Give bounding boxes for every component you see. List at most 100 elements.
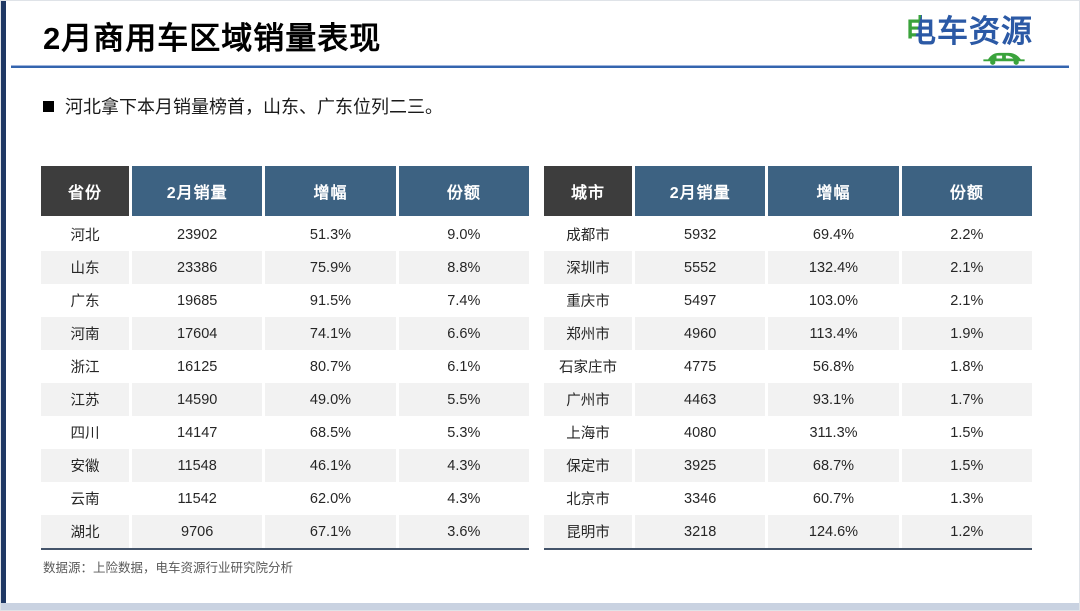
table-cell: 60.7% — [768, 482, 899, 515]
province-sales-table: 省份 2月销量 增幅 份额 河北 23902 51.3% 9.0% 山东 23386 75.9% 8.… — [41, 166, 529, 550]
table-cell: 江苏 — [41, 383, 129, 416]
table-cell: 1.7% — [901, 383, 1032, 416]
left-accent-bar — [1, 1, 6, 610]
table-cell: 132.4% — [768, 251, 899, 284]
table-row: 广州市 4463 93.1% 1.7% — [544, 383, 1032, 416]
page-title: 2月商用车区域销量表现 — [43, 21, 382, 56]
table-cell: 93.1% — [768, 383, 899, 416]
table-cell: 11542 — [132, 482, 263, 515]
table-cell: 9706 — [132, 515, 263, 548]
table-row: 昆明市 3218 124.6% 1.2% — [544, 515, 1032, 548]
tables-container: 省份 2月销量 增幅 份额 河北 23902 51.3% 9.0% 山东 23386 75.9% 8.… — [41, 166, 1032, 550]
column-header: 份额 — [901, 166, 1032, 216]
table-cell: 91.5% — [265, 284, 396, 317]
table-cell: 上海市 — [544, 416, 632, 449]
table-cell: 5.3% — [398, 416, 529, 449]
table-cell: 4463 — [635, 383, 766, 416]
table-cell: 68.5% — [265, 416, 396, 449]
table-cell: 11548 — [132, 449, 263, 482]
table-cell: 3346 — [635, 482, 766, 515]
table-cell: 广州市 — [544, 383, 632, 416]
table-cell: 5552 — [635, 251, 766, 284]
table-cell: 311.3% — [768, 416, 899, 449]
table-cell: 5497 — [635, 284, 766, 317]
table-cell: 6.1% — [398, 350, 529, 383]
table-cell: 9.0% — [398, 218, 529, 251]
table-cell: 67.1% — [265, 515, 396, 548]
table-cell: 3218 — [635, 515, 766, 548]
bullet-icon — [43, 100, 54, 112]
table-cell: 深圳市 — [544, 251, 632, 284]
table-row: 湖北 9706 67.1% 3.6% — [41, 515, 529, 548]
table-cell: 75.9% — [265, 251, 396, 284]
data-source-note: 数据源：上险数据，电车资源行业研究院分析 — [43, 561, 294, 575]
table-cell: 7.4% — [398, 284, 529, 317]
column-header: 增幅 — [265, 166, 396, 216]
table-cell: 保定市 — [544, 449, 632, 482]
table-cell: 19685 — [132, 284, 263, 317]
table-row: 保定市 3925 68.7% 1.5% — [544, 449, 1032, 482]
table-cell: 河北 — [41, 218, 129, 251]
table-cell: 103.0% — [768, 284, 899, 317]
table-row: 安徽 11548 46.1% 4.3% — [41, 449, 529, 482]
table-cell: 74.1% — [265, 317, 396, 350]
table-cell: 湖北 — [41, 515, 129, 548]
table-row: 广东 19685 91.5% 7.4% — [41, 284, 529, 317]
table-cell: 四川 — [41, 416, 129, 449]
table-row: 成都市 5932 69.4% 2.2% — [544, 218, 1032, 251]
table-cell: 4080 — [635, 416, 766, 449]
table-cell: 1.8% — [901, 350, 1032, 383]
table-cell: 124.6% — [768, 515, 899, 548]
title-underline — [11, 65, 1069, 68]
table-cell: 4960 — [635, 317, 766, 350]
column-header: 2月销量 — [132, 166, 263, 216]
table-cell: 56.8% — [768, 350, 899, 383]
table-row: 河北 23902 51.3% 9.0% — [41, 218, 529, 251]
table-cell: 4.3% — [398, 449, 529, 482]
car-icon — [981, 38, 1027, 65]
table-cell: 113.4% — [768, 317, 899, 350]
table-row: 北京市 3346 60.7% 1.3% — [544, 482, 1032, 515]
bullet-row: 河北拿下本月销量榜首，山东、广东位列二三。 — [43, 93, 443, 119]
table-cell: 6.6% — [398, 317, 529, 350]
table-cell: 80.7% — [265, 350, 396, 383]
column-header: 2月销量 — [635, 166, 766, 216]
table-cell: 浙江 — [41, 350, 129, 383]
table-cell: 2.1% — [901, 251, 1032, 284]
bullet-text: 河北拿下本月销量榜首，山东、广东位列二三。 — [65, 97, 443, 117]
table-cell: 安徽 — [41, 449, 129, 482]
table-cell: 1.5% — [901, 449, 1032, 482]
table-cell: 14147 — [132, 416, 263, 449]
table-row: 深圳市 5552 132.4% 2.1% — [544, 251, 1032, 284]
table-header-row: 省份 2月销量 增幅 份额 — [41, 166, 529, 216]
table-cell: 1.5% — [901, 416, 1032, 449]
table-cell: 成都市 — [544, 218, 632, 251]
table-cell: 3.6% — [398, 515, 529, 548]
table-cell: 1.9% — [901, 317, 1032, 350]
table-cell: 51.3% — [265, 218, 396, 251]
table-cell: 石家庄市 — [544, 350, 632, 383]
table-cell: 4.3% — [398, 482, 529, 515]
city-sales-table: 城市 2月销量 增幅 份额 成都市 5932 69.4% 2.2% 深圳市 5552 132.4% 2… — [544, 166, 1032, 550]
table-cell: 46.1% — [265, 449, 396, 482]
table-cell: 23386 — [132, 251, 263, 284]
table-cell: 4775 — [635, 350, 766, 383]
table-cell: 郑州市 — [544, 317, 632, 350]
column-header: 份额 — [398, 166, 529, 216]
table-cell: 23902 — [132, 218, 263, 251]
table-row: 石家庄市 4775 56.8% 1.8% — [544, 350, 1032, 383]
table-cell: 1.2% — [901, 515, 1032, 548]
table-cell: 重庆市 — [544, 284, 632, 317]
table-cell: 1.3% — [901, 482, 1032, 515]
table-cell: 山东 — [41, 251, 129, 284]
table-cell: 云南 — [41, 482, 129, 515]
brand-logo: 电车资源 — [905, 14, 1033, 65]
table-row: 江苏 14590 49.0% 5.5% — [41, 383, 529, 416]
table-row: 四川 14147 68.5% 5.3% — [41, 416, 529, 449]
table-cell: 2.2% — [901, 218, 1032, 251]
table-row: 河南 17604 74.1% 6.6% — [41, 317, 529, 350]
table-row: 云南 11542 62.0% 4.3% — [41, 482, 529, 515]
table-cell: 5.5% — [398, 383, 529, 416]
table-cell: 河南 — [41, 317, 129, 350]
